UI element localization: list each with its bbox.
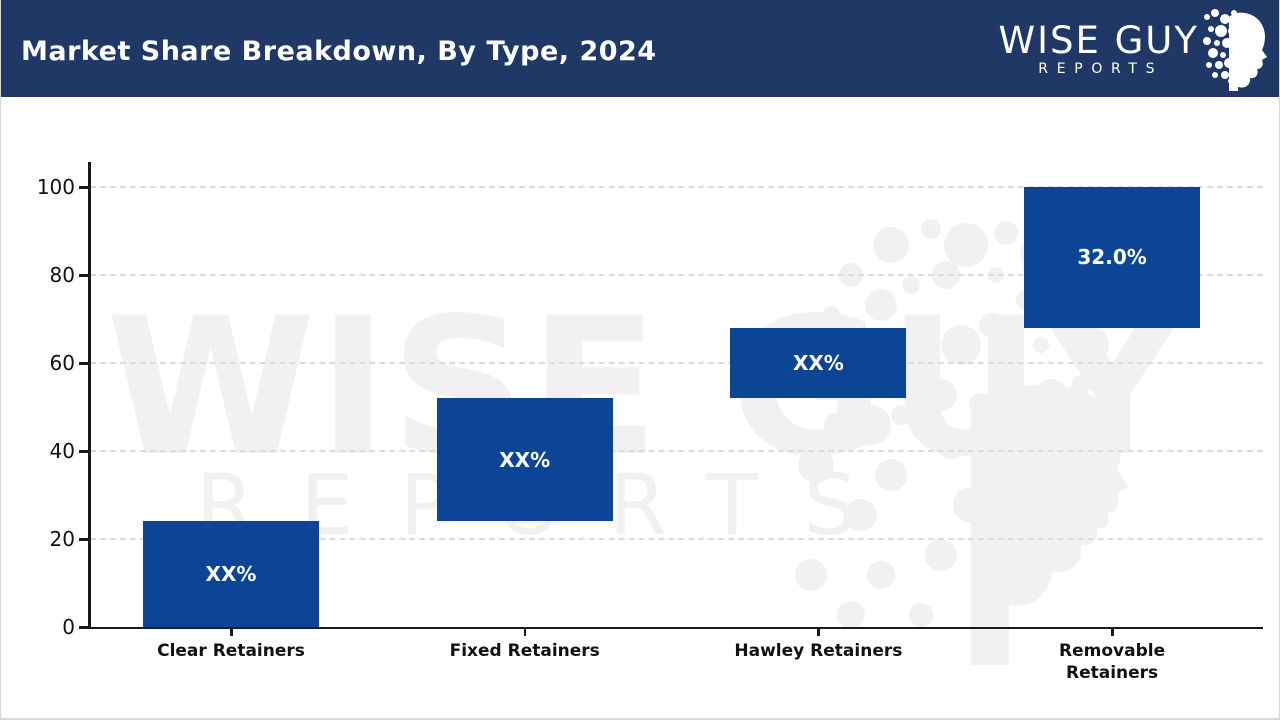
wise-guy-reports-logo: WISE GUY REPORTS bbox=[999, 7, 1267, 91]
logo-wordmark: WISE GUY bbox=[998, 19, 1199, 63]
logo-text: WISE GUY REPORTS bbox=[998, 19, 1199, 77]
y-tick-label: 60 bbox=[49, 351, 75, 376]
header-bar: Market Share Breakdown, By Type, 2024 WI… bbox=[1, 0, 1279, 97]
bar-value-label: XX% bbox=[205, 562, 257, 587]
gridline-60 bbox=[90, 362, 1263, 365]
x-category-label-fixed-retainers: Fixed Retainers bbox=[449, 641, 600, 661]
y-tick-mark-20 bbox=[79, 538, 88, 541]
gridline-20 bbox=[90, 538, 1263, 540]
chart-area: WISE GUY REPORTS 0 bbox=[1, 97, 1279, 718]
y-axis bbox=[88, 162, 91, 629]
y-tick-label: 0 bbox=[62, 615, 75, 639]
x-tick-mark-clear-retainers bbox=[230, 627, 233, 636]
x-category-label-clear-retainers: Clear Retainers bbox=[157, 641, 305, 661]
y-tick-label: 80 bbox=[49, 263, 75, 288]
gridline-80 bbox=[90, 274, 1263, 277]
bar-removable-retainers: 32.0% bbox=[1024, 187, 1201, 328]
y-tick-mark-100 bbox=[79, 186, 88, 189]
y-tick-mark-80 bbox=[79, 274, 88, 277]
logo-face-icon bbox=[1203, 9, 1267, 91]
x-category-label-removable-retainers: Removable Retainers bbox=[1059, 641, 1166, 684]
y-tick-label: 100 bbox=[36, 175, 75, 200]
y-tick-mark-0 bbox=[79, 626, 88, 629]
y-tick-label: 20 bbox=[49, 527, 75, 551]
gridline-100 bbox=[90, 186, 1263, 189]
bar-clear-retainers: XX% bbox=[143, 521, 319, 627]
gridline-40 bbox=[90, 450, 1263, 453]
x-category-label-hawley-retainers: Hawley Retainers bbox=[734, 641, 903, 661]
bar-hawley-retainers: XX% bbox=[730, 327, 907, 399]
bar-value-label: XX% bbox=[792, 351, 844, 376]
y-tick-mark-60 bbox=[79, 362, 88, 365]
x-tick-mark-fixed-retainers bbox=[523, 627, 527, 636]
bar-fixed-retainers: XX% bbox=[436, 398, 613, 522]
bar-value-label: 32.0% bbox=[1077, 245, 1147, 270]
x-axis bbox=[88, 626, 1263, 629]
x-tick-mark-hawley-retainers bbox=[817, 627, 820, 636]
x-tick-mark-removable-retainers bbox=[1111, 627, 1114, 636]
logo-subtitle: REPORTS bbox=[1038, 60, 1164, 77]
watermark-face-pattern bbox=[795, 219, 1129, 665]
bar-value-label: XX% bbox=[499, 447, 551, 472]
y-tick-mark-40 bbox=[79, 450, 88, 453]
waterfall-chart: 0 20 40 60 80 100 XX% Clear Retainers XX% Fixed R… bbox=[37, 162, 1263, 683]
page-title: Market Share Breakdown, By Type, 2024 bbox=[21, 36, 657, 67]
y-tick-label: 40 bbox=[49, 439, 75, 464]
